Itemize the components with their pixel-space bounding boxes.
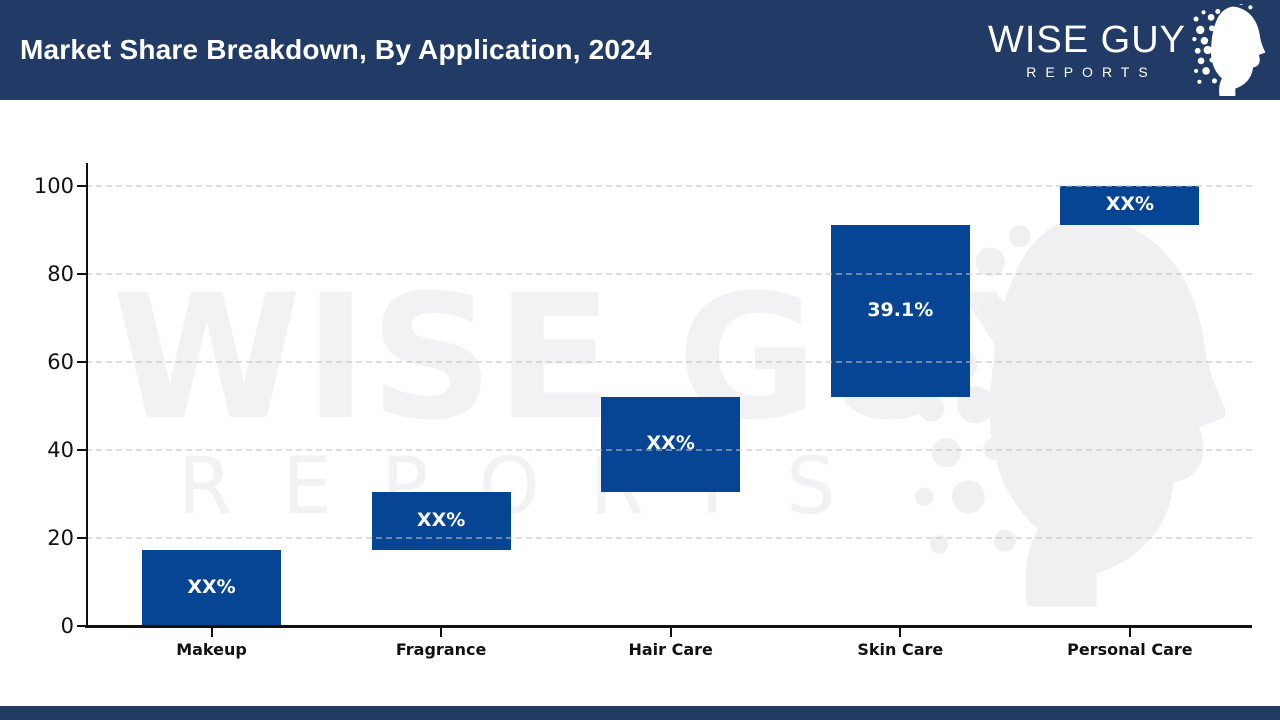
gridline-40 (86, 449, 1252, 451)
y-tick-20 (77, 537, 86, 539)
bar-label: XX% (646, 432, 695, 455)
gridline-80 (86, 273, 1252, 275)
logo-wordmark: WISE GUY (987, 19, 1186, 61)
wise-guy-logo: WISE GUY REPORTS (988, 0, 1266, 100)
bar-fragrance (371, 491, 511, 550)
gridline-100 (86, 185, 1252, 187)
bar-label: XX% (187, 575, 236, 598)
x-tick (899, 628, 902, 637)
y-tick-label: 100 (33, 174, 74, 198)
x-tick (669, 628, 672, 637)
gridline-20 (86, 537, 1252, 539)
category-label-personal-care: Personal Care (1067, 640, 1193, 659)
category-label-makeup: Makeup (176, 640, 247, 659)
bar-hair-care (601, 396, 741, 492)
bar-label: XX% (1105, 193, 1155, 216)
page-title: Market Share Breakdown, By Application, … (20, 34, 652, 65)
x-tick (440, 628, 443, 637)
y-tick-label: 40 (47, 438, 74, 462)
y-tick-label: 80 (47, 262, 74, 286)
header-bar: Market Share Breakdown, By Application, … (0, 0, 1280, 100)
wise-guy-logo-text: WISE GUY REPORTS (988, 21, 1186, 79)
x-tick (210, 628, 213, 637)
y-tick-0 (77, 625, 86, 627)
x-axis (85, 625, 1252, 628)
y-tick-40 (77, 449, 86, 451)
gridline-60 (86, 361, 1252, 363)
x-tick (1128, 628, 1131, 637)
bar-label: XX% (416, 508, 466, 531)
bar-personal-care (1060, 186, 1200, 225)
y-tick-60 (77, 361, 86, 363)
watermark-subtitle: REPORTS (178, 442, 886, 532)
y-tick-label: 60 (47, 350, 74, 374)
category-label-skin-care: Skin Care (857, 640, 944, 659)
category-label-hair-care: Hair Care (628, 640, 713, 659)
y-tick-label: 0 (60, 614, 74, 638)
y-tick-80 (77, 273, 86, 275)
category-label-fragrance: Fragrance (395, 640, 487, 659)
y-axis (86, 163, 88, 628)
y-tick-label: 20 (47, 526, 74, 550)
y-tick-100 (77, 185, 86, 187)
footer-bar (0, 706, 1280, 720)
bar-label: 39.1% (867, 298, 934, 321)
bar-makeup (142, 549, 281, 626)
logo-subtitle: REPORTS (1026, 64, 1157, 80)
bar-skin-care (830, 224, 970, 397)
wise-guy-head-icon (1188, 4, 1266, 96)
